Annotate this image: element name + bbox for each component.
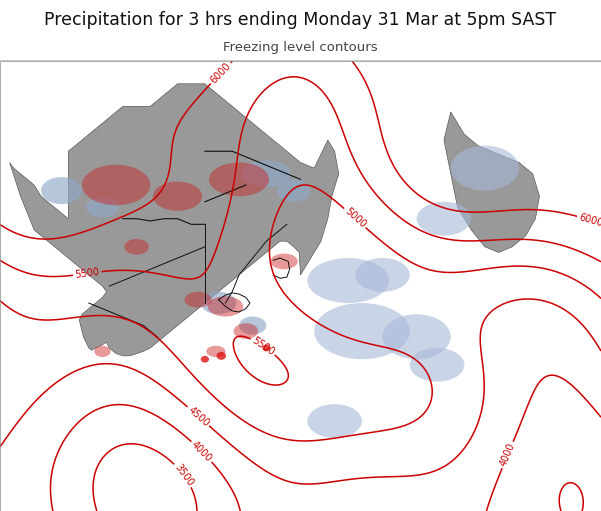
Ellipse shape: [153, 181, 202, 211]
Ellipse shape: [314, 303, 410, 359]
Ellipse shape: [307, 404, 362, 438]
Ellipse shape: [185, 292, 212, 308]
Text: 6000: 6000: [578, 212, 601, 228]
Text: Freezing level contours: Freezing level contours: [223, 41, 378, 54]
Ellipse shape: [86, 197, 119, 218]
Text: 5500: 5500: [250, 335, 276, 357]
Text: 4000: 4000: [498, 442, 517, 468]
Ellipse shape: [262, 344, 270, 352]
Text: 5500: 5500: [75, 267, 100, 280]
Ellipse shape: [201, 292, 236, 314]
Polygon shape: [444, 112, 540, 252]
Text: 4000: 4000: [189, 439, 214, 463]
Ellipse shape: [207, 296, 243, 316]
Ellipse shape: [41, 177, 82, 204]
Ellipse shape: [416, 202, 471, 236]
Ellipse shape: [124, 239, 149, 254]
Ellipse shape: [234, 323, 258, 339]
Ellipse shape: [242, 160, 291, 187]
Ellipse shape: [382, 314, 451, 359]
Text: 4500: 4500: [186, 405, 211, 428]
Ellipse shape: [451, 146, 519, 191]
Text: 5000: 5000: [343, 206, 367, 230]
Text: 3500: 3500: [172, 462, 195, 488]
Text: Precipitation for 3 hrs ending Monday 31 Mar at 5pm SAST: Precipitation for 3 hrs ending Monday 31…: [44, 11, 557, 29]
Ellipse shape: [270, 253, 297, 269]
Text: 6000: 6000: [209, 61, 233, 85]
Ellipse shape: [216, 352, 226, 360]
Ellipse shape: [277, 179, 310, 202]
Ellipse shape: [209, 162, 269, 196]
Ellipse shape: [94, 346, 111, 357]
Ellipse shape: [201, 356, 209, 363]
Ellipse shape: [410, 348, 465, 382]
Ellipse shape: [307, 258, 389, 303]
Ellipse shape: [239, 316, 266, 335]
Polygon shape: [10, 84, 339, 356]
Ellipse shape: [206, 346, 225, 357]
Ellipse shape: [355, 258, 410, 292]
Ellipse shape: [82, 165, 150, 205]
